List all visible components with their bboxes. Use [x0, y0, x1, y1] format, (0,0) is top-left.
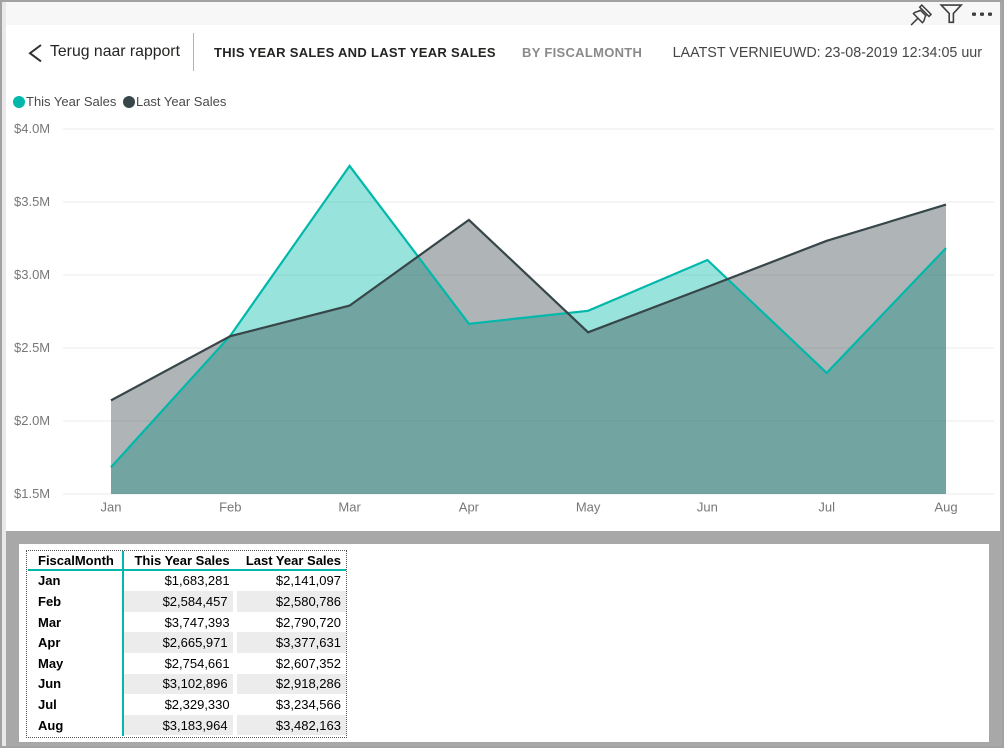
svg-text:$3.5M: $3.5M — [14, 194, 50, 209]
svg-text:$2.0M: $2.0M — [14, 413, 50, 428]
svg-text:May: May — [576, 500, 601, 515]
svg-text:$4.0M: $4.0M — [14, 121, 50, 136]
svg-text:Jul: Jul — [818, 500, 835, 515]
svg-text:Jun: Jun — [697, 500, 718, 515]
svg-text:$1.5M: $1.5M — [14, 486, 50, 501]
svg-text:$2.5M: $2.5M — [14, 340, 50, 355]
svg-text:Jan: Jan — [101, 500, 122, 515]
svg-text:Apr: Apr — [459, 500, 480, 515]
svg-text:Feb: Feb — [219, 500, 241, 515]
svg-text:Mar: Mar — [338, 500, 361, 515]
svg-text:$3.0M: $3.0M — [14, 267, 50, 282]
svg-text:Aug: Aug — [934, 500, 957, 515]
